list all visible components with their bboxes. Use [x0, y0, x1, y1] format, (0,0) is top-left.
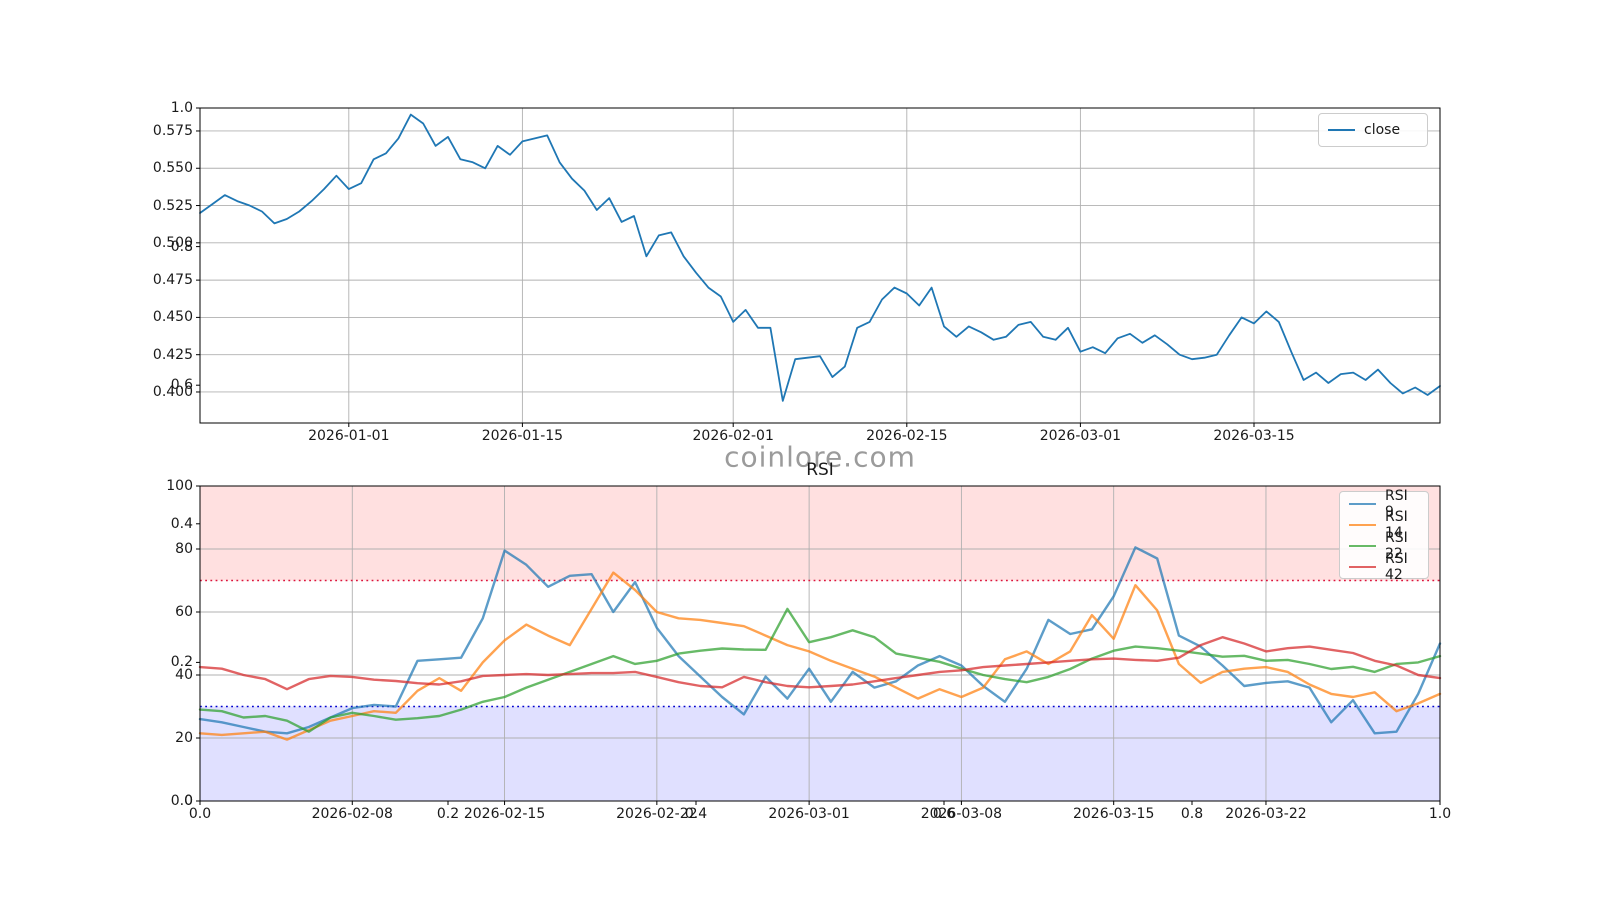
close-legend: close: [1318, 113, 1428, 147]
rsi-9-line: [198, 546, 1442, 735]
figure-y-tick-label: 0.6: [170, 377, 193, 394]
price-chart-frame: [199, 107, 1441, 424]
figure-x-tick-label: 0.4: [684, 806, 708, 822]
price-y-tick-label: 0.550: [152, 160, 193, 177]
legend-line-sample: [1349, 523, 1376, 526]
legend-label: close: [1364, 122, 1401, 138]
rsi-y-tick-label: 80: [175, 541, 193, 557]
legend-label: RSI 22: [1385, 529, 1408, 562]
figure-x-tick-label: 0.2: [436, 806, 460, 822]
rsi-42-line: [198, 636, 1442, 691]
price-x-tick-label: 2026-01-15: [481, 428, 564, 444]
figure-y-tick-label: 0.4: [170, 515, 193, 532]
price-y-tick-label: 0.400: [152, 383, 193, 400]
figure-y-tick-label: 0.0: [170, 793, 193, 809]
figure-x-tick-label: 0.0: [188, 806, 212, 822]
oversold-band: [200, 706, 1440, 801]
price-x-tick-label: 2026-01-01: [308, 428, 390, 444]
price-x-tick-label: 2026-02-01: [692, 428, 774, 444]
figure-x-tick-label: 0.8: [1180, 806, 1204, 822]
price-y-tick-label: 0.500: [152, 234, 193, 251]
legend-entry: RSI 22: [1349, 530, 1419, 562]
watermark-text: coinlore.com: [724, 440, 916, 474]
legend-line-sample: [1349, 565, 1376, 568]
rsi-y-tick-label: 20: [175, 730, 193, 746]
price-y-tick-label: 0.425: [152, 346, 193, 363]
legend-line-sample: [1328, 129, 1355, 131]
rsi-y-tick-label: 100: [166, 478, 193, 494]
rsi-14-line: [198, 571, 1442, 741]
legend-line-sample: [1349, 544, 1376, 547]
figure-y-tick-label: 1.0: [170, 100, 193, 116]
overbought-band: [200, 486, 1440, 581]
rsi-y-tick-label: 40: [175, 667, 193, 683]
rsi-chart-title: RSI: [806, 460, 834, 480]
rsi-x-tick-label: 2026-03-15: [1072, 806, 1155, 822]
rsi-x-tick-label: 2026-03-01: [768, 806, 850, 822]
price-x-tick-label: 2026-02-15: [866, 428, 948, 444]
legend-entry: RSI 14: [1349, 509, 1419, 541]
figure-y-tick-label: 0.8: [170, 238, 193, 255]
rsi-x-tick-label: 2026-02-08: [311, 806, 393, 822]
rsi-22-line: [198, 607, 1442, 733]
price-x-tick-label: 2026-03-01: [1039, 428, 1122, 444]
price-x-tick-label: 2026-03-15: [1213, 428, 1295, 444]
price-y-tick-label: 0.450: [152, 309, 193, 326]
figure-y-tick-label: 0.2: [170, 654, 193, 671]
rsi-y-tick-label: 60: [175, 604, 193, 620]
price-y-tick-label: 0.525: [152, 197, 193, 214]
rsi-legend: RSI 9 RSI 14 RSI 22 RSI 42: [1339, 488, 1429, 583]
rsi-y-tick-label: 0: [184, 793, 193, 809]
legend-label: RSI 9: [1385, 487, 1408, 520]
rsi-x-tick-label: 2026-03-08: [920, 806, 1003, 822]
legend-line-sample: [1349, 502, 1376, 505]
legend-entry: RSI 42: [1349, 551, 1419, 583]
figure-x-tick-label: 0.6: [932, 806, 956, 822]
rsi-x-tick-label: 2026-03-22: [1225, 806, 1307, 822]
legend-entry: RSI 9: [1349, 488, 1419, 520]
rsi-x-tick-label: 2026-02-22: [616, 806, 698, 822]
legend-entry: close: [1328, 120, 1418, 141]
figure-x-tick-label: 1.0: [1428, 806, 1452, 822]
close-line: [199, 113, 1441, 402]
legend-label: RSI 14: [1385, 508, 1408, 541]
rsi-chart-frame: [199, 485, 1441, 802]
price-y-tick-label: 0.475: [152, 272, 193, 289]
price-y-tick-label: 0.575: [152, 122, 193, 139]
rsi-x-tick-label: 2026-02-15: [463, 806, 546, 822]
legend-label: RSI 42: [1385, 550, 1408, 583]
